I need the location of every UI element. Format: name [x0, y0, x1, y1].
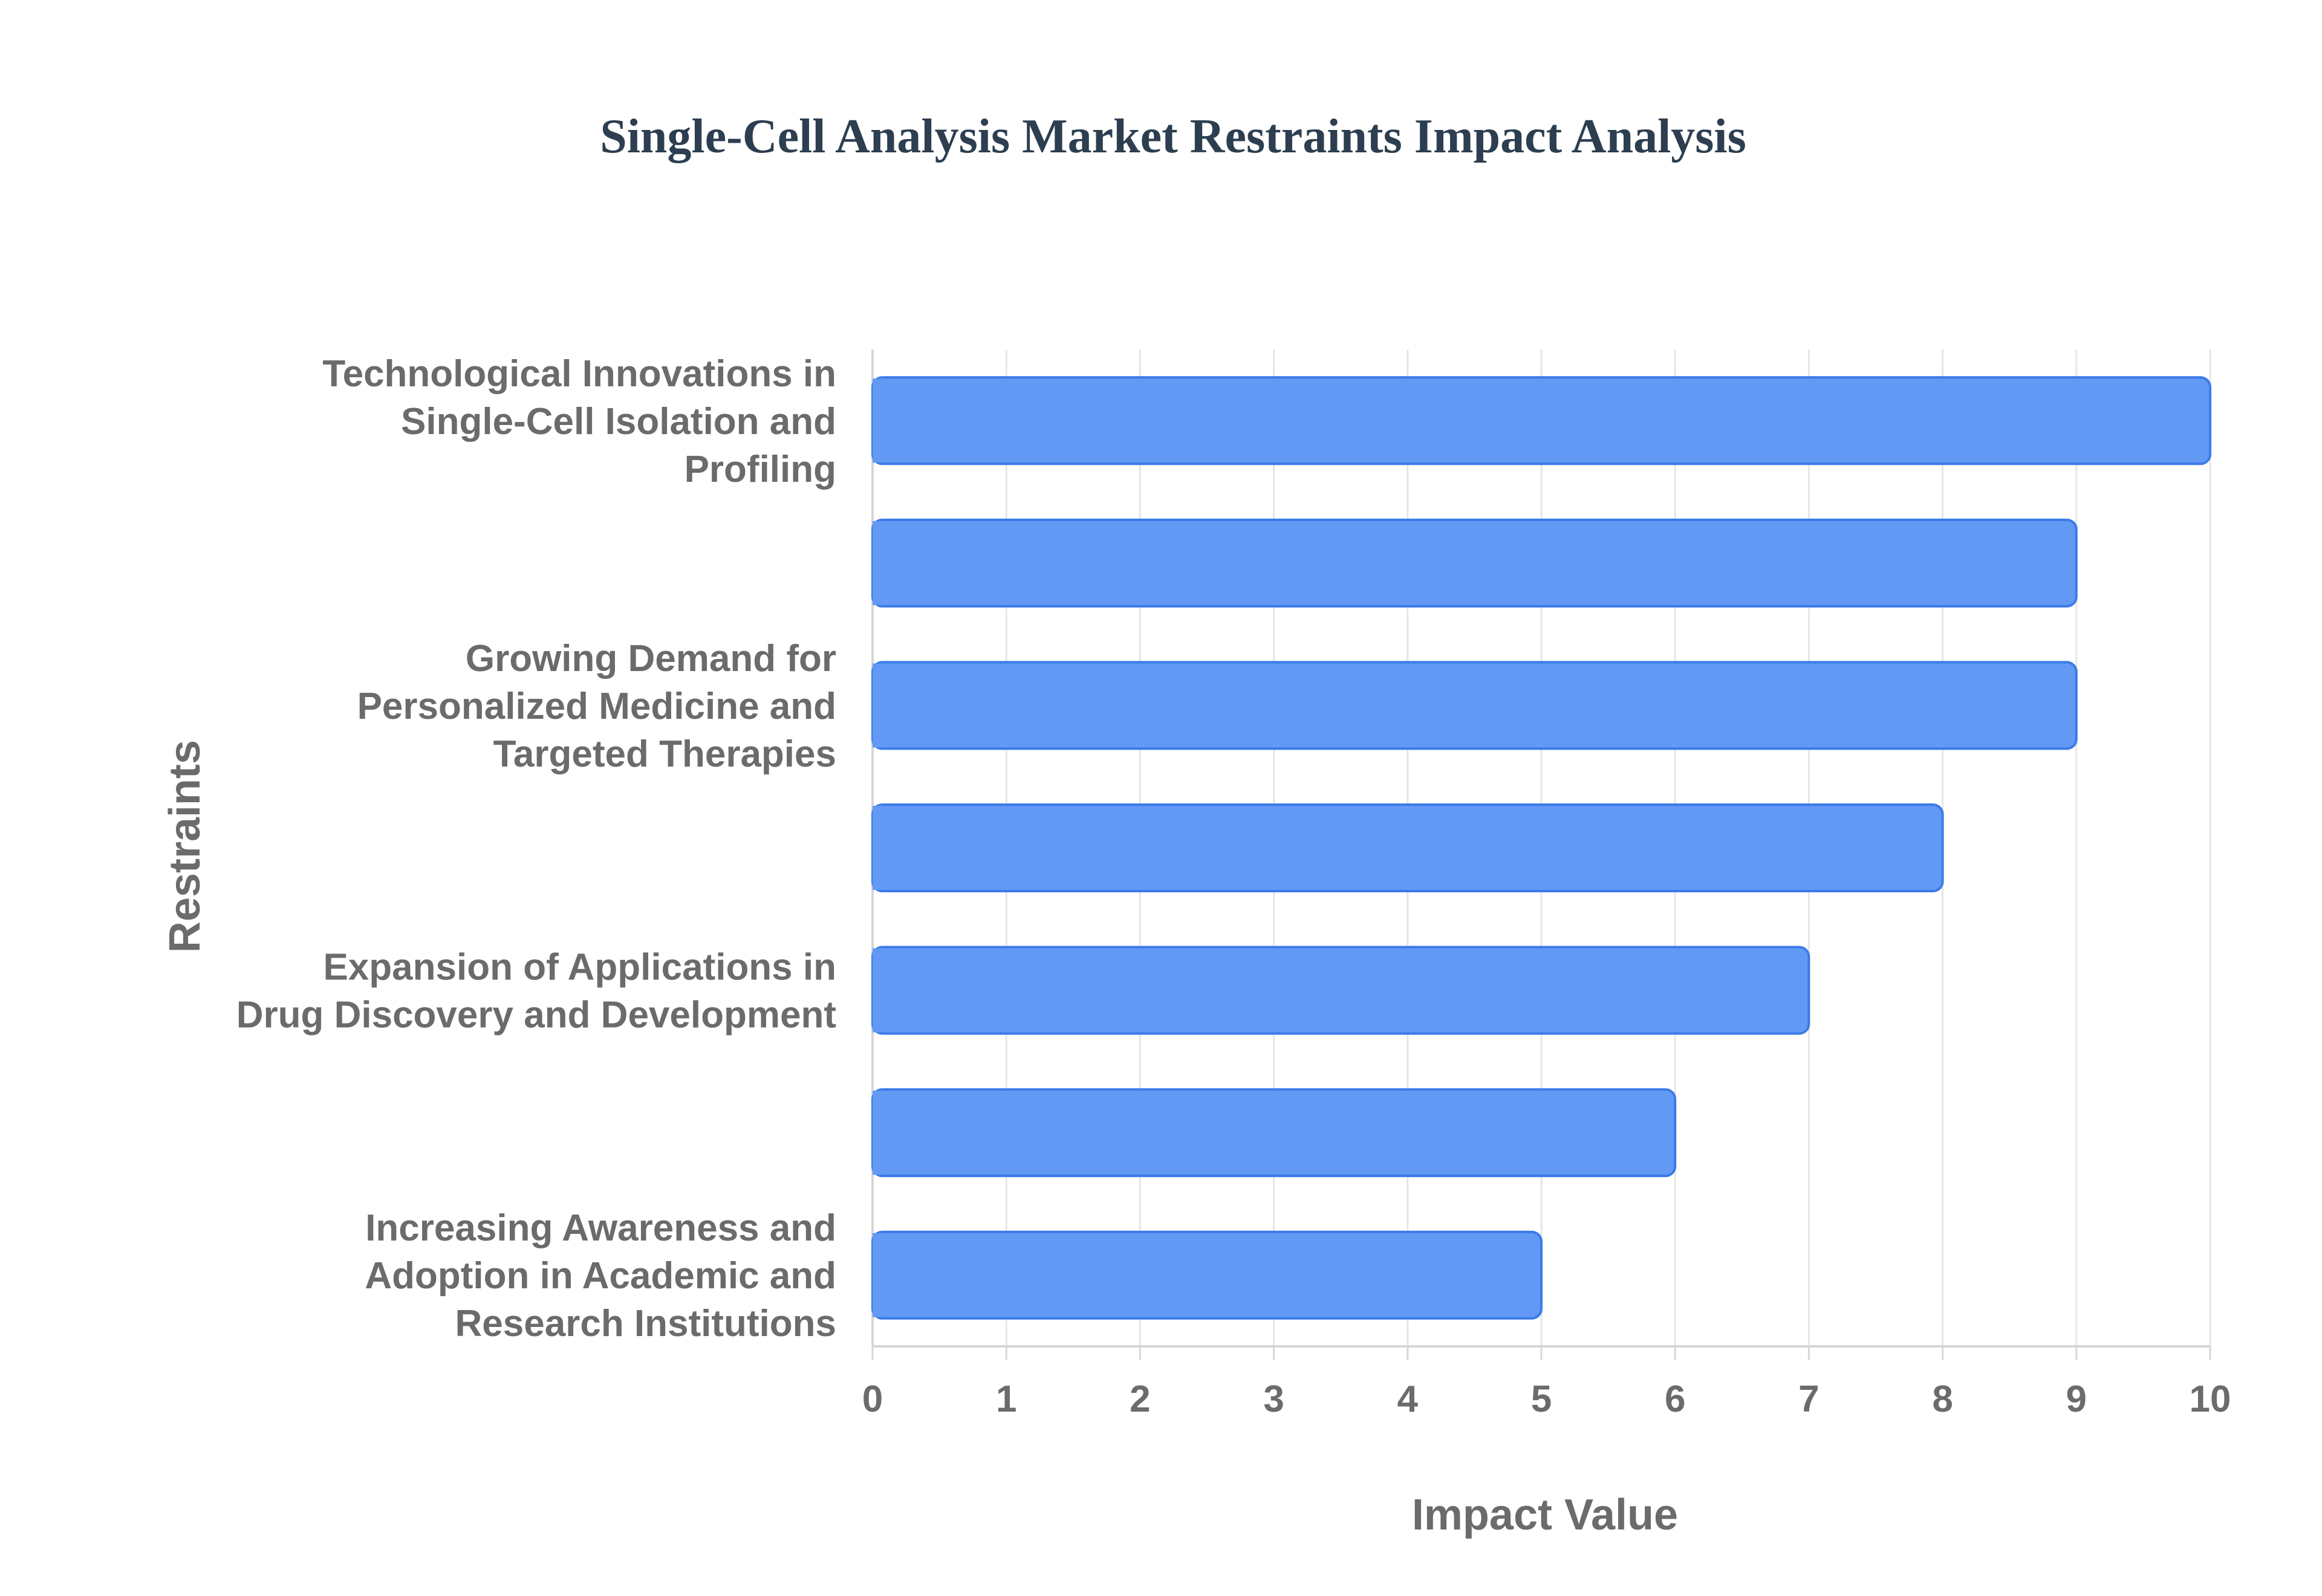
bars	[871, 376, 2211, 1320]
bar	[871, 946, 1810, 1035]
bar-edge	[873, 1233, 885, 1317]
x-tick-label: 10	[2190, 1378, 2231, 1420]
bar	[871, 803, 1944, 892]
bar	[871, 376, 2211, 465]
x-tick-label: 9	[2066, 1378, 2087, 1420]
category-labels: Technological Innovations in Single-Cell …	[236, 353, 836, 1345]
x-tick-label: 5	[1531, 1378, 1552, 1420]
bar	[871, 1230, 1543, 1320]
category-label: Growing Demand for Personalized Medicine …	[357, 638, 836, 775]
x-tick-label: 2	[1130, 1378, 1150, 1420]
x-tick-label: 6	[1665, 1378, 1685, 1420]
x-tick-label: 8	[1932, 1378, 1953, 1420]
bar-edge	[873, 1091, 885, 1175]
bar	[871, 518, 2078, 608]
bar-edge	[873, 806, 885, 890]
category-label: Increasing Awareness and Adoption in Acad…	[365, 1207, 836, 1345]
x-tick-label: 0	[862, 1378, 883, 1420]
x-tick-label: 4	[1397, 1378, 1419, 1420]
x-axis-title: Impact Value	[1412, 1491, 1678, 1539]
category-label: Expansion of Applications in Drug Discove…	[236, 947, 836, 1036]
chart-title: Single-Cell Analysis Market Restraints I…	[600, 110, 1746, 163]
bar-edge	[873, 378, 885, 463]
bar	[871, 1088, 1677, 1178]
bar-edge	[873, 521, 885, 605]
bar-edge	[873, 663, 885, 748]
bar	[871, 661, 2078, 750]
bar-edge	[873, 948, 885, 1033]
x-tick-label: 1	[996, 1378, 1016, 1420]
x-tick-label: 3	[1263, 1378, 1284, 1420]
y-axis-title: Restraints	[161, 740, 209, 953]
x-tick-labels: 0 1 2 3 4 5 6 7 8 9 10	[862, 1378, 2231, 1420]
category-label: Technological Innovations in Single-Cell …	[322, 353, 836, 490]
x-tick-label: 7	[1798, 1378, 1819, 1420]
